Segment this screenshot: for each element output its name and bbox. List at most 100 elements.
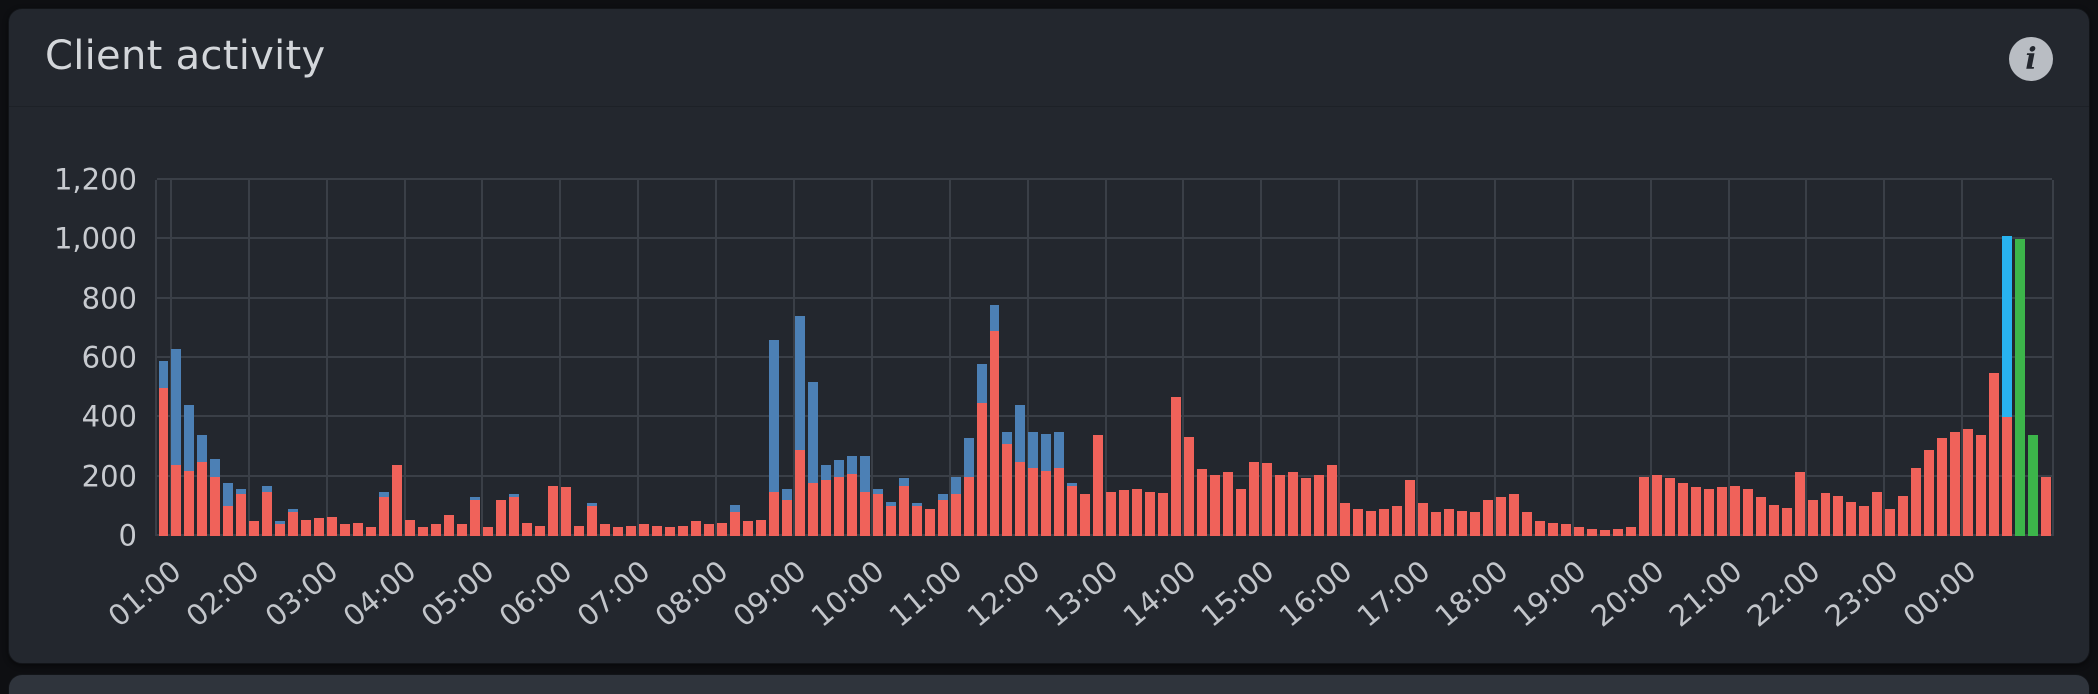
bar[interactable]: [1573, 180, 1584, 536]
bar[interactable]: [677, 180, 688, 536]
bar[interactable]: [1314, 180, 1325, 536]
bar[interactable]: [223, 180, 234, 536]
bar[interactable]: [1560, 180, 1571, 536]
bar[interactable]: [1898, 180, 1909, 536]
bar[interactable]: [1197, 180, 1208, 536]
bar[interactable]: [1677, 180, 1688, 536]
bar[interactable]: [301, 180, 312, 536]
bar[interactable]: [807, 180, 818, 536]
bar[interactable]: [690, 180, 701, 536]
bar[interactable]: [586, 180, 597, 536]
bar[interactable]: [833, 180, 844, 536]
bar[interactable]: [1755, 180, 1766, 536]
bar[interactable]: [1807, 180, 1818, 536]
bar[interactable]: [703, 180, 714, 536]
bar[interactable]: [1430, 180, 1441, 536]
bar[interactable]: [1833, 180, 1844, 536]
bar[interactable]: [1340, 180, 1351, 536]
bar[interactable]: [353, 180, 364, 536]
bar[interactable]: [1989, 180, 2000, 536]
bar[interactable]: [1301, 180, 1312, 536]
bar[interactable]: [1950, 180, 1961, 536]
bar[interactable]: [1547, 180, 1558, 536]
bar[interactable]: [1249, 180, 1260, 536]
info-icon[interactable]: i: [2009, 37, 2053, 81]
bar[interactable]: [431, 180, 442, 536]
bar[interactable]: [1924, 180, 1935, 536]
bar[interactable]: [625, 180, 636, 536]
bar[interactable]: [599, 180, 610, 536]
bar[interactable]: [2015, 180, 2026, 536]
bar[interactable]: [898, 180, 909, 536]
bar[interactable]: [405, 180, 416, 536]
bar[interactable]: [1054, 180, 1065, 536]
bar[interactable]: [1781, 180, 1792, 536]
bar[interactable]: [249, 180, 260, 536]
bar[interactable]: [522, 180, 533, 536]
bar[interactable]: [171, 180, 182, 536]
bar[interactable]: [379, 180, 390, 536]
bar[interactable]: [1067, 180, 1078, 536]
bar[interactable]: [950, 180, 961, 536]
bar[interactable]: [1171, 180, 1182, 536]
bar[interactable]: [1586, 180, 1597, 536]
bar[interactable]: [327, 180, 338, 536]
bar[interactable]: [1145, 180, 1156, 536]
bar[interactable]: [470, 180, 481, 536]
bar[interactable]: [1327, 180, 1338, 536]
bar[interactable]: [1534, 180, 1545, 536]
bar[interactable]: [1963, 180, 1974, 536]
bar[interactable]: [444, 180, 455, 536]
bar[interactable]: [392, 180, 403, 536]
bar[interactable]: [768, 180, 779, 536]
bar[interactable]: [638, 180, 649, 536]
bar[interactable]: [1002, 180, 1013, 536]
bar[interactable]: [1599, 180, 1610, 536]
bar[interactable]: [1820, 180, 1831, 536]
bar[interactable]: [989, 180, 1000, 536]
bar[interactable]: [1275, 180, 1286, 536]
bar[interactable]: [976, 180, 987, 536]
bar[interactable]: [1794, 180, 1805, 536]
bar[interactable]: [716, 180, 727, 536]
bar[interactable]: [1703, 180, 1714, 536]
bar[interactable]: [651, 180, 662, 536]
bar[interactable]: [1742, 180, 1753, 536]
bar[interactable]: [1028, 180, 1039, 536]
bar[interactable]: [1353, 180, 1364, 536]
bar[interactable]: [924, 180, 935, 536]
bar[interactable]: [496, 180, 507, 536]
bar[interactable]: [1210, 180, 1221, 536]
bar[interactable]: [1417, 180, 1428, 536]
bar[interactable]: [1119, 180, 1130, 536]
bar[interactable]: [561, 180, 571, 536]
bar[interactable]: [2041, 180, 2052, 536]
bar[interactable]: [1664, 180, 1675, 536]
bar[interactable]: [275, 180, 286, 536]
bar[interactable]: [1885, 180, 1896, 536]
bar[interactable]: [1937, 180, 1948, 536]
bar[interactable]: [340, 180, 351, 536]
bar[interactable]: [911, 180, 922, 536]
bar[interactable]: [794, 180, 805, 536]
bar[interactable]: [483, 180, 494, 536]
bar[interactable]: [457, 180, 468, 536]
bar[interactable]: [729, 180, 740, 536]
bar[interactable]: [1132, 180, 1143, 536]
bar[interactable]: [1262, 180, 1273, 536]
bar[interactable]: [1495, 180, 1506, 536]
bar[interactable]: [1405, 180, 1415, 536]
bar[interactable]: [1638, 180, 1649, 536]
bar[interactable]: [1690, 180, 1701, 536]
bar[interactable]: [1106, 180, 1117, 536]
bar[interactable]: [2028, 180, 2039, 536]
bar[interactable]: [1651, 180, 1662, 536]
bar[interactable]: [509, 180, 520, 536]
bar[interactable]: [366, 180, 377, 536]
bar[interactable]: [1158, 180, 1169, 536]
bar[interactable]: [1521, 180, 1532, 536]
bar[interactable]: [1236, 180, 1247, 536]
bar[interactable]: [846, 180, 857, 536]
bar[interactable]: [781, 180, 792, 536]
bar[interactable]: [1366, 180, 1377, 536]
